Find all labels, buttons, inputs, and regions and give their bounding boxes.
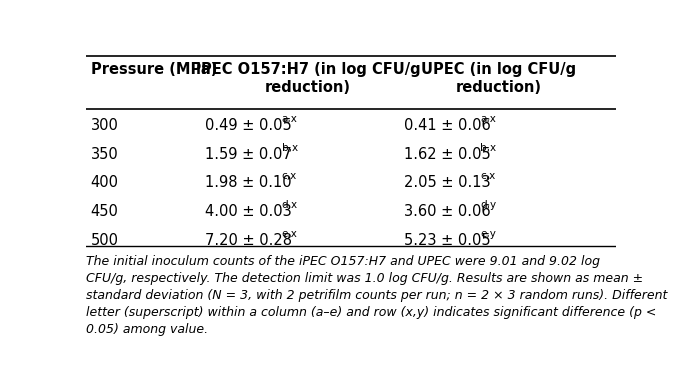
Text: The initial inoculum counts of the iPEC O157:H7 and UPEC were 9.01 and 9.02 log
: The initial inoculum counts of the iPEC …: [86, 255, 667, 336]
Text: 400: 400: [91, 175, 119, 191]
Text: b,x: b,x: [282, 143, 298, 153]
Text: c,x: c,x: [480, 171, 496, 181]
Text: a,x: a,x: [282, 114, 298, 124]
Text: iPEC O157:H7 (in log CFU/g
reduction): iPEC O157:H7 (in log CFU/g reduction): [196, 62, 421, 94]
Text: Pressure (MPa): Pressure (MPa): [91, 62, 218, 77]
Text: UPEC (in log CFU/g
reduction): UPEC (in log CFU/g reduction): [421, 62, 577, 94]
Text: c,x: c,x: [282, 171, 297, 181]
Text: 350: 350: [91, 147, 118, 162]
Text: d,y: d,y: [480, 200, 497, 210]
Text: 1.62 ± 0.05: 1.62 ± 0.05: [404, 147, 490, 162]
Text: b,x: b,x: [480, 143, 497, 153]
Text: 300: 300: [91, 118, 119, 133]
Text: 3.60 ± 0.06: 3.60 ± 0.06: [404, 204, 490, 219]
Text: 7.20 ± 0.28: 7.20 ± 0.28: [205, 233, 292, 248]
Text: e,x: e,x: [282, 229, 298, 239]
Text: 0.41 ± 0.06: 0.41 ± 0.06: [404, 118, 490, 133]
Text: 500: 500: [91, 233, 119, 248]
Text: 4.00 ± 0.03: 4.00 ± 0.03: [205, 204, 291, 219]
Text: 1.98 ± 0.10: 1.98 ± 0.10: [205, 175, 291, 191]
Text: a,x: a,x: [480, 114, 497, 124]
Text: e,y: e,y: [480, 229, 497, 239]
Text: 5.23 ± 0.05: 5.23 ± 0.05: [404, 233, 490, 248]
Text: d,x: d,x: [282, 200, 298, 210]
Text: 2.05 ± 0.13: 2.05 ± 0.13: [404, 175, 490, 191]
Text: 0.49 ± 0.05: 0.49 ± 0.05: [205, 118, 291, 133]
Text: 450: 450: [91, 204, 119, 219]
Text: 1.59 ± 0.07: 1.59 ± 0.07: [205, 147, 291, 162]
